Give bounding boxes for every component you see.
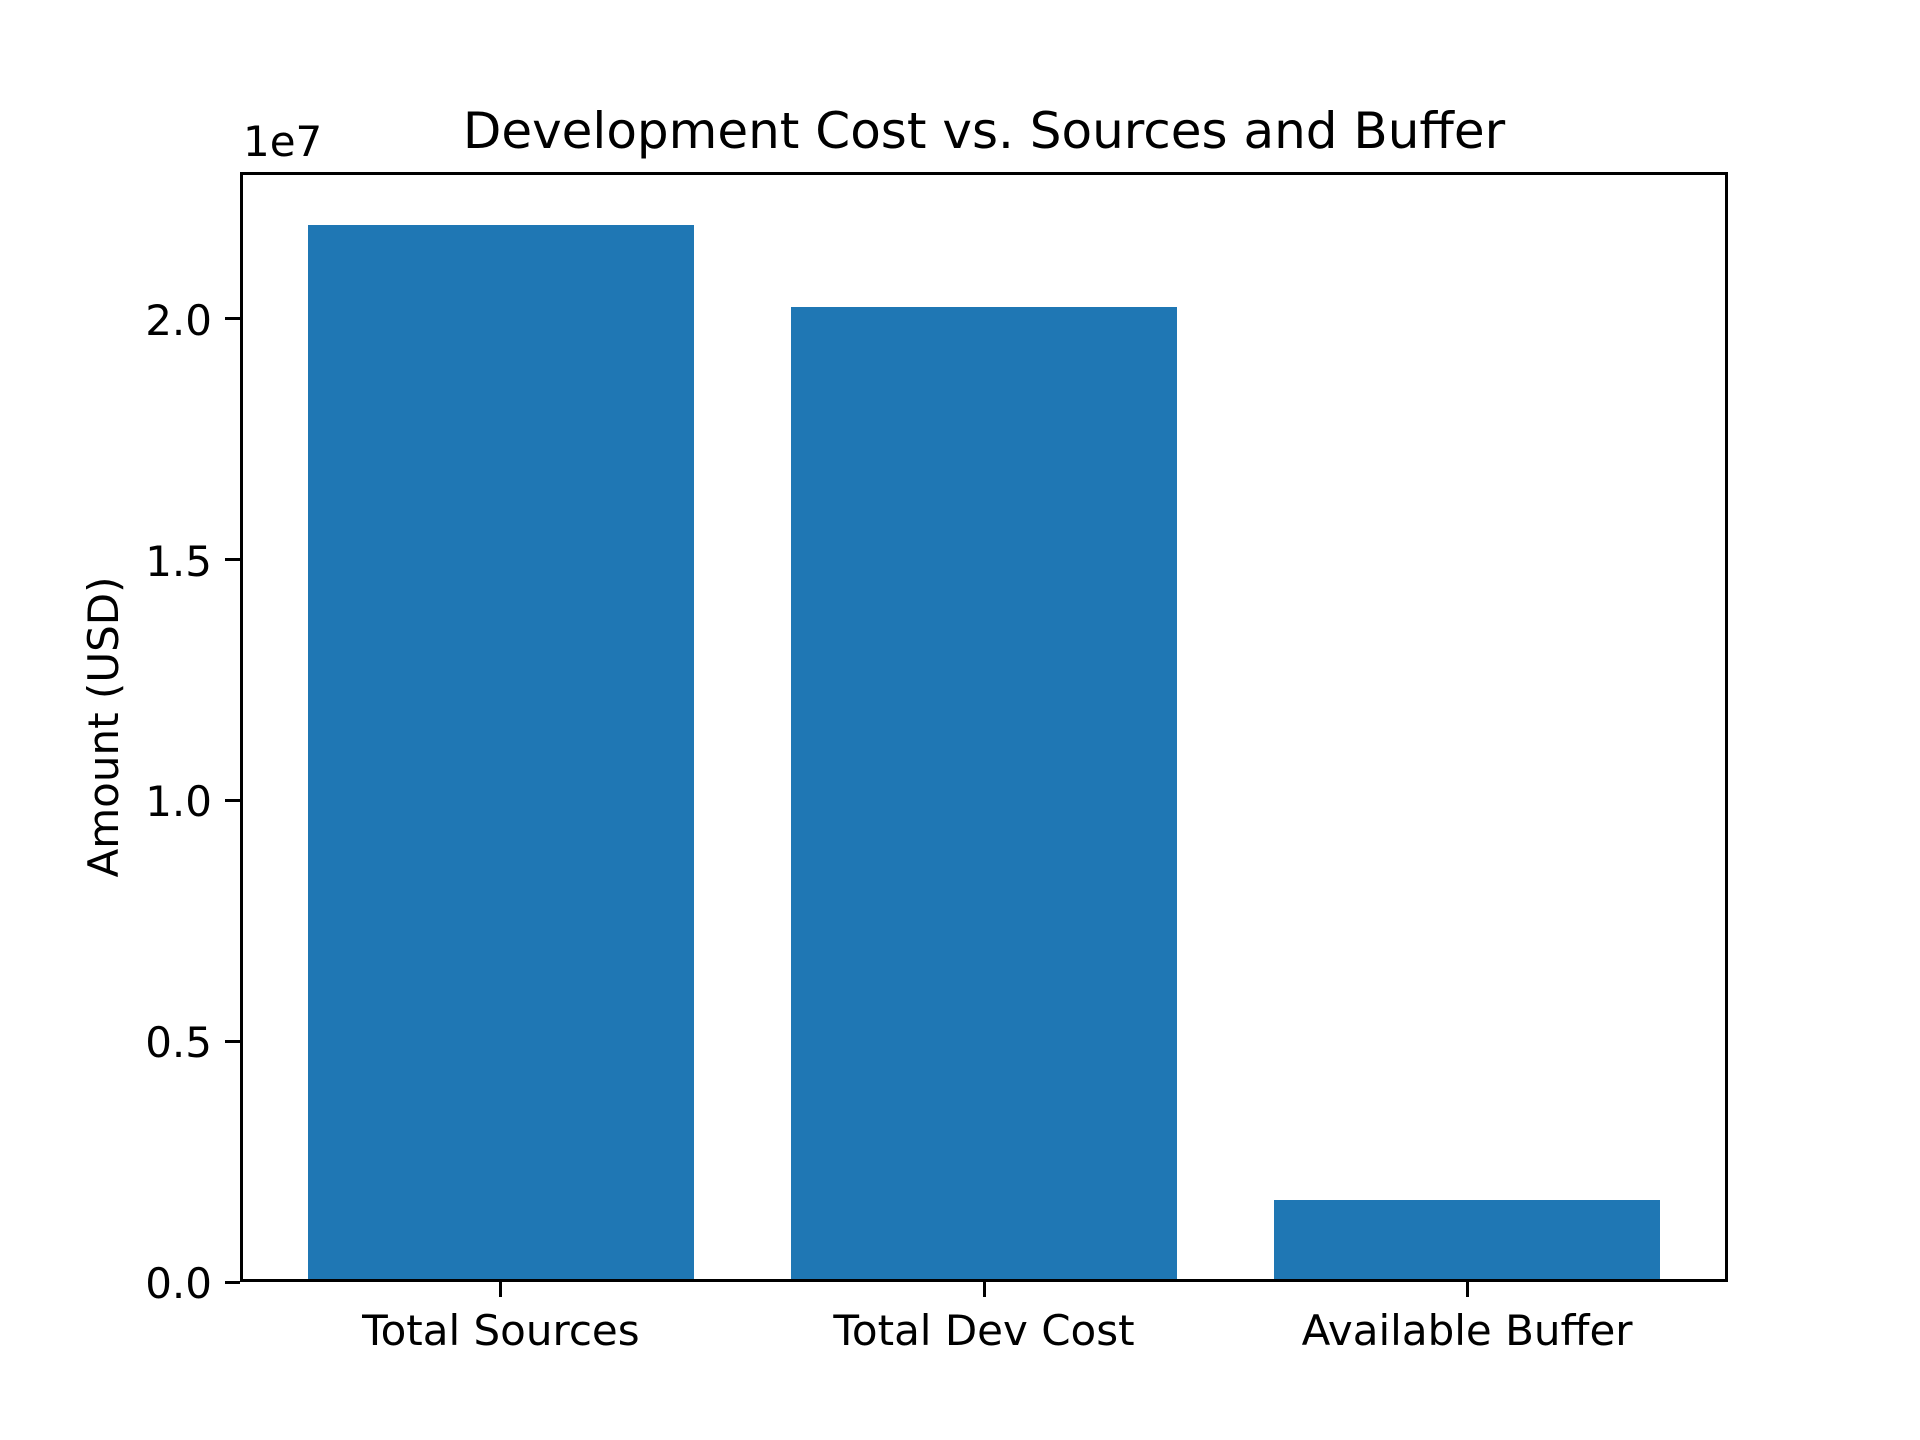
plot-area: [240, 172, 1728, 1282]
y-tick-mark: [225, 317, 240, 321]
x-tick-label: Available Buffer: [1301, 1306, 1633, 1355]
y-tick-label: 1.5: [145, 536, 212, 586]
y-tick-label: 2.0: [145, 295, 212, 345]
y-axis-label: Amount (USD): [79, 576, 128, 878]
y-tick-mark: [225, 798, 240, 802]
y-axis-offset-label: 1e7: [243, 117, 323, 166]
y-tick-label: 1.0: [145, 777, 212, 827]
x-tick-label: Total Sources: [362, 1306, 640, 1355]
bar-total-dev-cost: [790, 306, 1178, 1282]
x-tick-mark: [982, 1282, 986, 1297]
y-tick-label: 0.5: [145, 1018, 212, 1068]
x-tick-label: Total Dev Cost: [833, 1306, 1135, 1355]
y-tick-mark: [225, 1280, 240, 1284]
y-tick-label: 0.0: [145, 1259, 212, 1308]
x-tick-mark: [499, 1282, 503, 1297]
y-tick-mark: [225, 558, 240, 562]
y-tick-mark: [225, 1039, 240, 1043]
chart-title: Development Cost vs. Sources and Buffer: [462, 102, 1506, 160]
bar-total-sources: [307, 224, 695, 1282]
x-tick-mark: [1465, 1282, 1469, 1297]
bar-available-buffer: [1273, 1200, 1661, 1282]
